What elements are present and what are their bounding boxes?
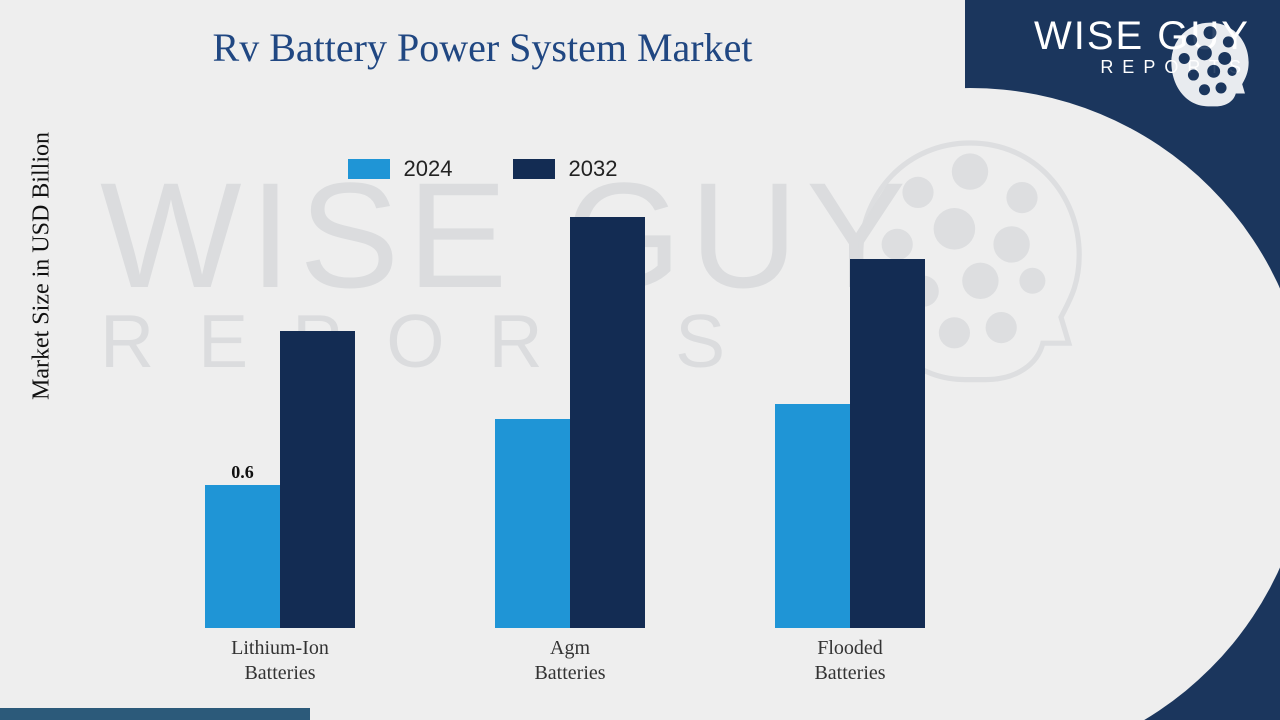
x-axis-label: Agm Batteries [534,636,605,686]
x-axis-label: Flooded Batteries [814,636,885,686]
page-canvas: WISE GUY REPORTS WISE GUY REPORTS Rv Bat… [0,0,1280,720]
bar [570,217,645,628]
bar-group [775,200,925,628]
bar [495,419,570,628]
bar-group: 0.6 [205,200,355,628]
bottom-accent-strip [0,708,310,720]
x-axis-label: Lithium-Ion Batteries [231,636,329,686]
bar [775,404,850,628]
legend-item: 2024 [348,156,453,182]
bar [205,485,280,628]
legend-swatch [513,159,555,179]
chart-legend: 2024 2032 [0,156,965,182]
bar [280,331,355,628]
bar-group [495,200,645,628]
y-axis-label: Market Size in USD Billion [29,132,56,400]
chart-plot-area: 0.6 [110,200,940,628]
brand-logo-line2: REPORTS [1034,58,1250,76]
legend-label: 2032 [569,156,618,182]
chart-title: Rv Battery Power System Market [0,24,965,71]
legend-label: 2024 [404,156,453,182]
bar [850,259,925,628]
bar-value-label: 0.6 [231,462,254,483]
legend-swatch [348,159,390,179]
brand-logo: WISE GUY REPORTS [1034,16,1250,76]
legend-item: 2032 [513,156,618,182]
brand-logo-line1: WISE GUY [1034,16,1250,56]
